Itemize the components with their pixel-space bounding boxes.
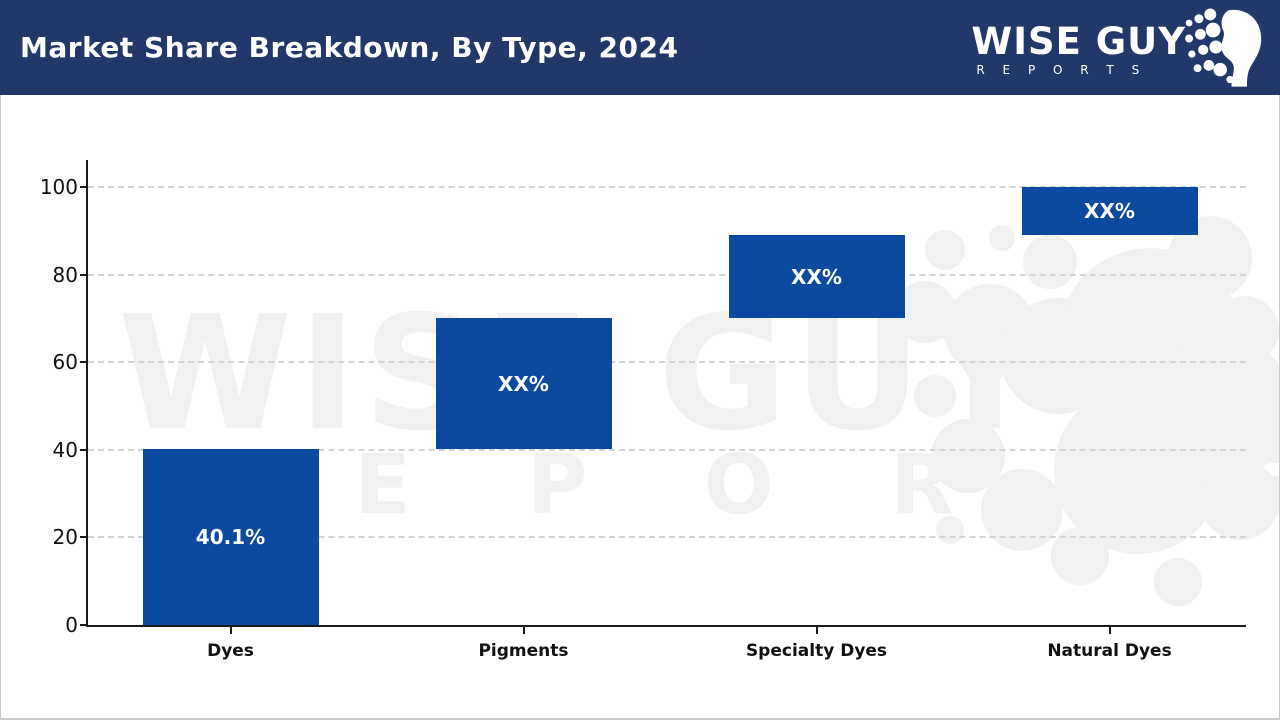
bar-specialty-dyes — [728, 235, 905, 319]
x-axis-tick — [1108, 627, 1111, 634]
y-axis-tick-label: 80 — [52, 262, 78, 287]
frame-bottom-edge — [0, 718, 1280, 720]
y-axis-tick — [80, 624, 88, 626]
gridline-60 — [88, 361, 1246, 364]
y-axis-tick-label: 100 — [39, 175, 78, 199]
watermark-dot — [1211, 296, 1279, 364]
watermark-dot — [1023, 235, 1077, 289]
y-axis-tick-label: 0 — [65, 613, 78, 637]
brand-logo: WISE GUY R E P O R T S — [971, 6, 1266, 92]
y-axis-tick — [80, 273, 88, 276]
watermark-dot — [1200, 460, 1280, 540]
gridline-100 — [88, 186, 1246, 188]
frame-left-edge — [0, 95, 1, 720]
x-axis-tick — [229, 627, 232, 634]
gridline-20 — [88, 536, 1246, 539]
watermark-dot — [989, 225, 1015, 251]
bar-pigments — [435, 318, 612, 450]
bar-value-label: 40.1% — [195, 525, 266, 550]
y-axis-tick — [80, 448, 88, 451]
x-axis-tick — [522, 627, 525, 634]
brand-logo-subtitle: R E P O R T S — [976, 62, 1147, 77]
gridline-40 — [88, 448, 1246, 451]
y-axis-tick — [80, 536, 88, 539]
y-axis-tick-label: 40 — [52, 437, 78, 462]
bar-natural-dyes — [1021, 187, 1198, 236]
x-axis-line — [86, 625, 1246, 627]
y-axis-tick — [80, 361, 88, 364]
brand-head-icon — [1180, 6, 1266, 92]
watermark-dot — [936, 516, 964, 544]
gridline-80 — [88, 273, 1246, 276]
y-axis-tick-label: 20 — [52, 525, 78, 550]
x-axis-category-label: Specialty Dyes — [745, 641, 888, 661]
bar-value-label: XX% — [791, 264, 842, 289]
x-axis-tick — [815, 627, 818, 634]
y-axis-tick-label: 60 — [52, 350, 78, 375]
y-axis-tick — [80, 186, 88, 188]
watermark-dot — [1154, 558, 1202, 606]
watermark-dot — [925, 230, 965, 270]
watermark-dot — [981, 469, 1063, 551]
x-axis-category-label: Dyes — [207, 641, 254, 661]
bar-dyes — [142, 449, 319, 625]
x-axis-category-label: Pigments — [478, 641, 569, 661]
x-axis-category-label: Natural Dyes — [1047, 641, 1172, 661]
bar-value-label: XX% — [1084, 199, 1135, 224]
page-title: Market Share Breakdown, By Type, 2024 — [20, 31, 679, 64]
brand-logo-name: WISE GUY — [971, 19, 1186, 63]
bar-value-label: XX% — [498, 371, 549, 396]
y-axis-line — [86, 160, 88, 627]
header-bar: Market Share Breakdown, By Type, 2024 WI… — [0, 0, 1280, 95]
watermark-dot — [914, 375, 956, 417]
